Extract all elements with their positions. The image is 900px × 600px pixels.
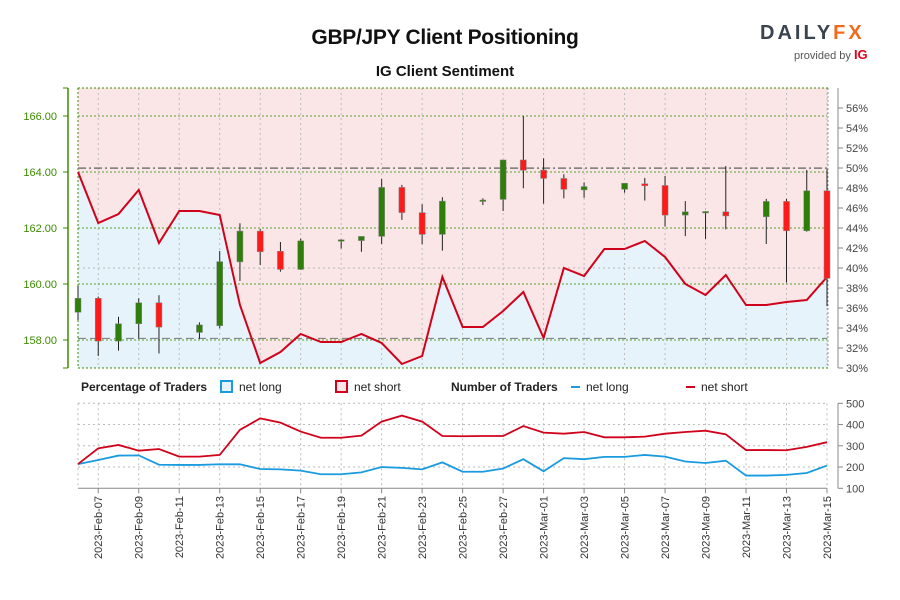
candle-up (297, 240, 304, 270)
candle-up (763, 201, 770, 218)
net-short-count-line (77, 414, 828, 465)
date-label: 2023-Mar-15 (822, 496, 834, 559)
candle-down (661, 185, 669, 216)
candle-down (155, 302, 163, 328)
price-tick-label: 166.00 (23, 111, 57, 123)
count-tick-label: 200 (846, 462, 864, 474)
count-tick-label: 100 (846, 483, 864, 495)
pct-tick-label: 30% (846, 363, 868, 375)
count-tick-label: 400 (846, 420, 864, 432)
date-label: 2023-Feb-13 (215, 496, 227, 559)
candle-up (439, 200, 446, 235)
candle-down (256, 230, 264, 253)
candle-up (236, 230, 244, 263)
candle-down (94, 298, 102, 342)
date-label: 2023-Feb-17 (296, 496, 308, 559)
legend-pct-title: Percentage of Traders (81, 380, 208, 394)
date-label: 2023-Feb-23 (417, 496, 429, 559)
date-label: 2023-Feb-15 (255, 496, 267, 559)
pct-tick-label: 48% (846, 183, 868, 195)
candle-down (418, 212, 426, 235)
chart-subtitle: IG Client Sentiment (375, 63, 515, 80)
logo-brand-b: FX (833, 22, 865, 44)
pct-tick-label: 42% (846, 243, 868, 255)
legend-num-short: net short (686, 380, 748, 394)
candle-down (277, 250, 284, 270)
dailyfx-logo: DAILYFX provided by IG (760, 22, 870, 62)
price-tick-label: 164.00 (23, 167, 57, 179)
pct-tick-label: 40% (846, 263, 868, 275)
date-label: 2023-Feb-09 (134, 496, 146, 559)
candle-down (540, 169, 547, 179)
legend-short-line-icon (686, 386, 695, 388)
date-label: 2023-Feb-21 (377, 496, 389, 559)
date-label: 2023-Mar-05 (620, 496, 632, 559)
legend-short-swatch-icon (335, 380, 348, 393)
logo-provided-by: provided by (794, 50, 851, 62)
candle-up (682, 211, 689, 216)
pct-tick-label: 52% (846, 143, 868, 155)
candle-down (560, 178, 568, 190)
date-label: 2023-Mar-09 (701, 496, 713, 559)
date-label: 2023-Mar-03 (579, 496, 591, 559)
pct-tick-label: 46% (846, 203, 868, 215)
count-tick-label: 300 (846, 441, 864, 453)
count-tick-label: 500 (846, 398, 864, 410)
legend-num-long: net long (571, 380, 629, 394)
pct-long-line (77, 171, 828, 366)
logo-brand-a: DAILY (760, 22, 834, 44)
date-label: 2023-Mar-07 (660, 496, 672, 559)
pct-tick-label: 50% (846, 163, 868, 175)
legend-pct-long: net long (220, 380, 282, 394)
candle-up (580, 186, 588, 191)
candle-up (479, 199, 487, 202)
price-tick-label: 158.00 (23, 335, 57, 347)
legend-num-title: Number of Traders (451, 380, 558, 394)
pct-tick-label: 44% (846, 223, 868, 235)
candle-up (621, 182, 628, 190)
legend-pct-short: net short (335, 380, 401, 394)
candle-up (358, 236, 365, 241)
date-label: 2023-Mar-01 (539, 496, 551, 559)
candle-up (115, 323, 122, 342)
candle-down (783, 201, 790, 232)
candle-down (823, 190, 831, 279)
pct-tick-label: 38% (846, 283, 868, 295)
pct-tick-label: 34% (846, 323, 868, 335)
pct-tick-label: 56% (846, 103, 868, 115)
logo-ig: IG (853, 47, 868, 62)
candle-down (398, 187, 406, 213)
candle-up (196, 324, 203, 333)
net-long-area (78, 172, 827, 368)
candle-up (135, 302, 142, 325)
candle-up (216, 261, 223, 326)
pct-tick-label: 36% (846, 303, 868, 315)
date-label: 2023-Feb-11 (174, 496, 186, 558)
price-tick-label: 162.00 (23, 223, 57, 235)
candle-down (722, 211, 730, 217)
candle-up (378, 187, 385, 237)
price-tick-label: 160.00 (23, 279, 57, 291)
date-label: 2023-Feb-25 (458, 496, 470, 559)
date-label: 2023-Mar-13 (782, 496, 794, 559)
date-label: 2023-Feb-07 (93, 496, 105, 559)
candle-down (520, 159, 527, 171)
date-label: 2023-Mar-11 (741, 496, 753, 558)
candle-up (803, 190, 811, 232)
candle-up (337, 239, 345, 242)
legend-long-line-icon (571, 386, 580, 388)
pct-tick-label: 54% (846, 123, 868, 135)
date-label: 2023-Feb-27 (498, 496, 510, 559)
chart-title: GBP/JPY Client Positioning (311, 26, 579, 49)
pct-tick-label: 32% (846, 343, 868, 355)
candle-up (499, 159, 507, 200)
candle-up (702, 211, 709, 214)
legend-long-swatch-icon (220, 380, 233, 393)
candle-up (74, 298, 82, 313)
date-label: 2023-Feb-19 (336, 496, 348, 559)
net-long-count-line (77, 454, 828, 477)
candle-down (641, 183, 649, 186)
